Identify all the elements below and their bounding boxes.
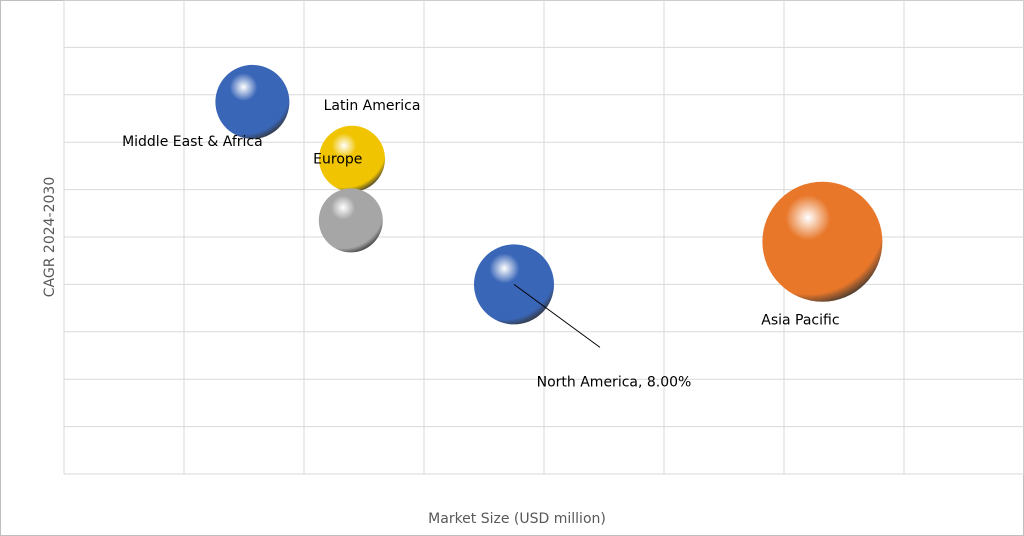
data-label: North America, 8.00% [537, 374, 692, 390]
bubble [318, 188, 383, 253]
bubble [319, 125, 385, 192]
data-label: Latin America [324, 98, 421, 114]
bubble [215, 64, 290, 139]
data-label: Middle East & Africa [122, 134, 263, 150]
x-axis-title: Market Size (USD million) [428, 511, 606, 527]
data-label: Europe [313, 151, 362, 167]
y-axis-title: CAGR 2024-2030 [42, 177, 58, 297]
data-label: Asia Pacific [761, 313, 839, 329]
bubble [762, 181, 883, 302]
leader-line [513, 283, 601, 348]
